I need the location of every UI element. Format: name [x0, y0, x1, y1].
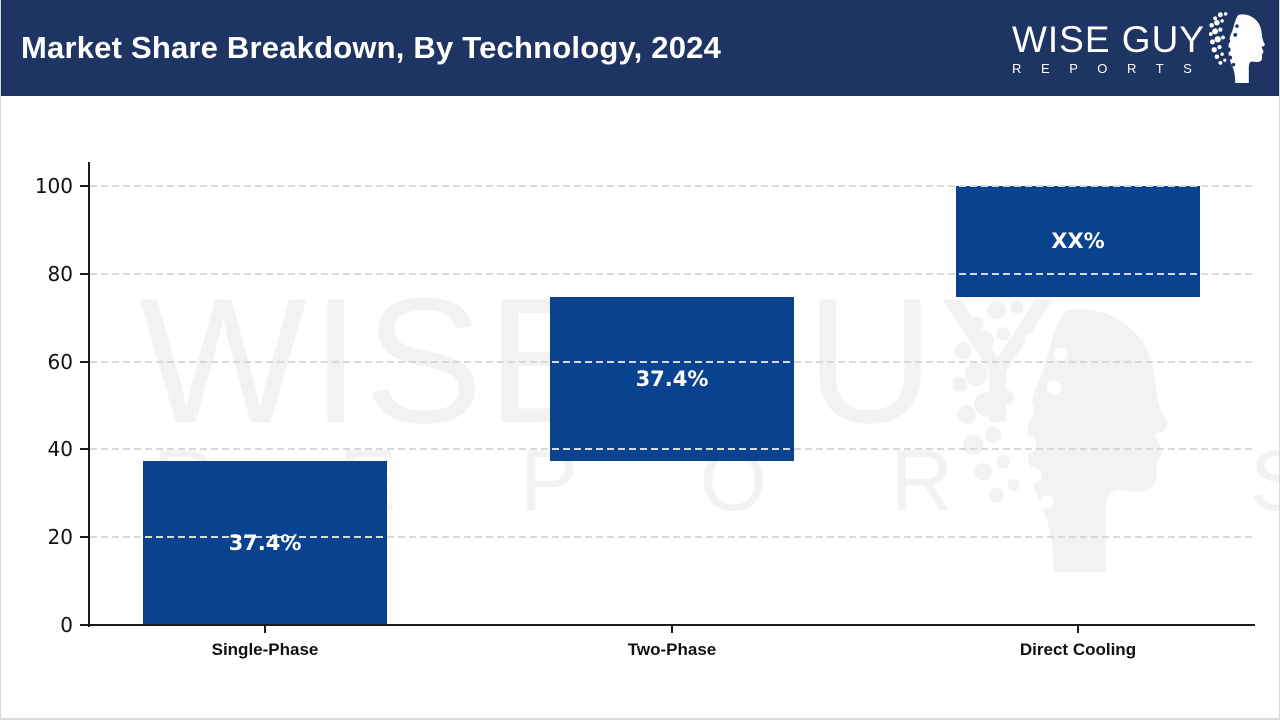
x-tick-mark — [671, 626, 673, 633]
x-axis-line — [88, 624, 1255, 626]
bar-direct-cooling — [956, 186, 1200, 297]
y-axis-line — [88, 162, 90, 627]
y-tick-mark — [80, 448, 88, 451]
y-tick-label: 0 — [60, 613, 73, 637]
gridline-40 — [90, 448, 1254, 451]
y-tick-mark — [80, 536, 88, 539]
brand-logo-text: WISE GUY R E P O R T S — [1012, 21, 1205, 76]
x-axis-label-two-phase: Two-Phase — [627, 640, 717, 659]
gridline-20 — [90, 536, 1254, 539]
gridline-100 — [90, 185, 1254, 187]
y-tick-label: 80 — [47, 261, 73, 286]
bar-single-phase — [143, 460, 387, 625]
y-tick-label: 40 — [47, 437, 73, 462]
bar-value-label-two-phase: 37.4% — [635, 366, 709, 391]
header: Market Share Breakdown, By Technology, 2… — [1, 0, 1279, 96]
x-tick-mark — [1077, 626, 1079, 633]
bar-value-label-direct-cooling: XX% — [1051, 229, 1105, 254]
brand-face-icon — [1209, 12, 1265, 84]
brand-name: WISE GUY — [1011, 18, 1205, 60]
y-tick-label: 60 — [47, 349, 73, 374]
y-tick-mark — [80, 624, 88, 626]
bar-two-phase — [550, 296, 794, 461]
y-tick-mark — [80, 272, 88, 275]
page-title: Market Share Breakdown, By Technology, 2… — [21, 30, 722, 65]
bar-value-label-single-phase: 37.4% — [228, 530, 302, 555]
x-axis-label-direct-cooling: Direct Cooling — [1019, 640, 1137, 659]
x-tick-mark — [264, 626, 266, 633]
gridline-60 — [90, 360, 1254, 363]
y-tick-label: 20 — [47, 525, 73, 550]
gridline-80 — [90, 272, 1254, 275]
x-axis-label-single-phase: Single-Phase — [211, 640, 319, 659]
brand-subtitle: R E P O R T S — [1011, 60, 1200, 76]
watermark-face-icon — [953, 300, 1168, 573]
y-tick-mark — [80, 185, 88, 187]
y-tick-label: 100 — [34, 174, 73, 198]
y-tick-mark — [80, 360, 88, 363]
brand-logo: WISE GUY R E P O R T S — [1012, 8, 1265, 88]
